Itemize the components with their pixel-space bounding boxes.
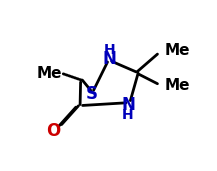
Text: N: N <box>121 96 135 114</box>
Text: Me: Me <box>37 66 62 81</box>
Text: N: N <box>103 50 117 68</box>
Text: Me: Me <box>165 77 191 93</box>
Text: O: O <box>46 122 60 140</box>
Text: S: S <box>86 85 98 103</box>
Text: H: H <box>122 108 134 122</box>
Text: Me: Me <box>165 43 191 58</box>
Text: H: H <box>104 43 115 57</box>
